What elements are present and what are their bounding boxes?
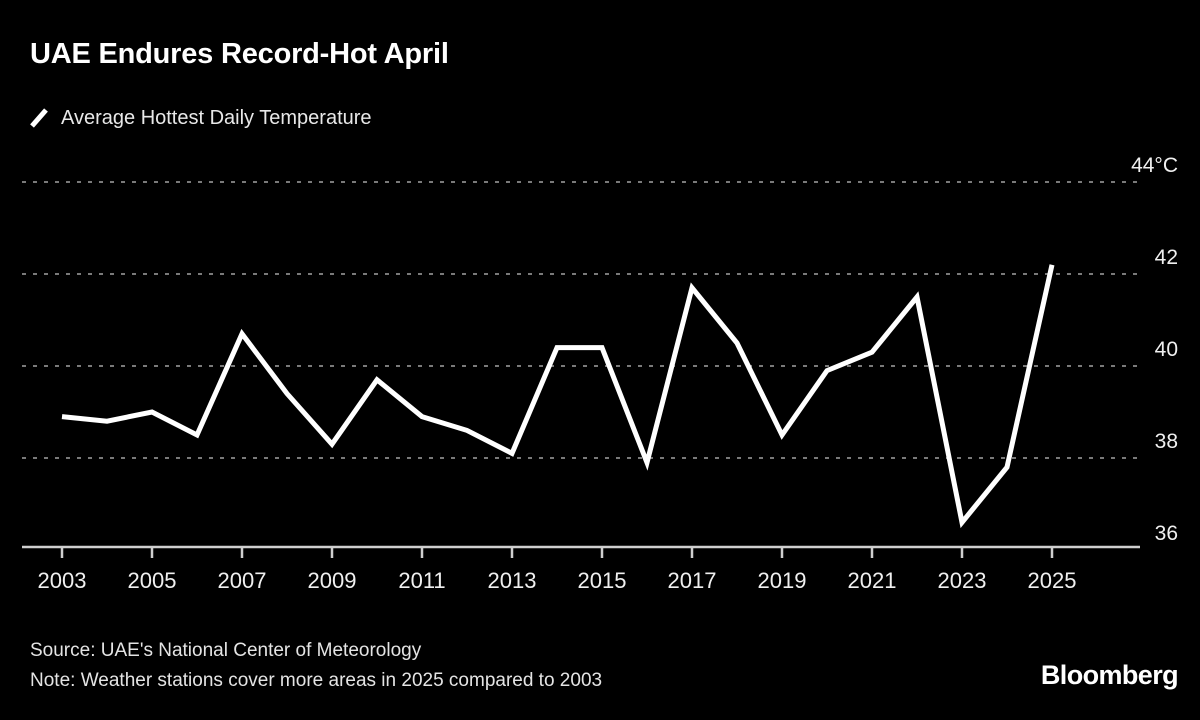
page-title: UAE Endures Record-Hot April bbox=[30, 38, 449, 70]
gridlines bbox=[22, 181, 1140, 459]
y-axis-tick-label: 38 bbox=[1154, 430, 1178, 453]
x-axis-tick-label: 2005 bbox=[127, 568, 177, 593]
bloomberg-logo: Bloomberg bbox=[1040, 660, 1179, 690]
x-axis bbox=[22, 545, 1140, 558]
x-axis-tick-label: 2015 bbox=[577, 568, 627, 593]
x-axis-tick-label: 2013 bbox=[487, 568, 537, 593]
y-axis-tick-label: 40 bbox=[1154, 338, 1178, 361]
diagonal-line-marker-icon bbox=[28, 107, 50, 129]
x-axis-tick-label: 2011 bbox=[398, 568, 446, 593]
y-axis-tick-label: 44°C bbox=[1131, 154, 1178, 177]
x-axis-tick-label: 2019 bbox=[757, 568, 807, 593]
footer-notes: Source: UAE's National Center of Meteoro… bbox=[30, 636, 602, 696]
x-axis-tick-label: 2023 bbox=[937, 568, 987, 593]
x-axis-tick-label: 2003 bbox=[37, 568, 87, 593]
legend-series-label: Average Hottest Daily Temperature bbox=[61, 106, 372, 129]
series-lines bbox=[61, 264, 1055, 529]
x-axis-tick-label: 2017 bbox=[667, 568, 717, 593]
chart-legend: Average Hottest Daily Temperature bbox=[28, 104, 372, 132]
source-text: Source: UAE's National Center of Meteoro… bbox=[30, 640, 422, 661]
x-axis-tick-label: 2021 bbox=[847, 568, 897, 593]
x-axis-tick-label: 2007 bbox=[217, 568, 267, 593]
y-axis-tick-label: 42 bbox=[1154, 246, 1178, 269]
note-text: Note: Weather stations cover more areas … bbox=[30, 670, 603, 691]
series-line bbox=[61, 264, 1055, 529]
x-axis-tick-label: 2025 bbox=[1027, 568, 1077, 593]
y-axis-tick-label: 36 bbox=[1154, 522, 1178, 545]
x-axis-tick-label: 2009 bbox=[307, 568, 357, 593]
